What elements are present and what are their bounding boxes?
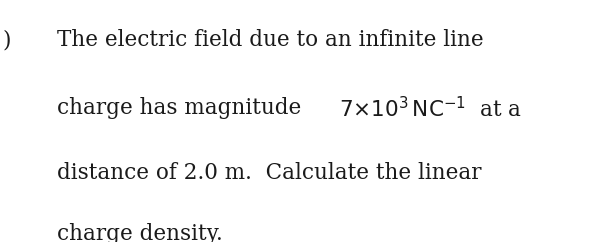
Text: charge has magnitude: charge has magnitude [57,97,315,119]
Text: ): ) [3,29,19,51]
Text: $7{\times}10^{3}\,\mathrm{NC}^{-1}$  at a: $7{\times}10^{3}\,\mathrm{NC}^{-1}$ at a [339,97,522,122]
Text: charge density.: charge density. [57,223,223,242]
Text: distance of 2.0 m.  Calculate the linear: distance of 2.0 m. Calculate the linear [57,162,482,184]
Text: The electric field due to an infinite line: The electric field due to an infinite li… [57,29,484,51]
